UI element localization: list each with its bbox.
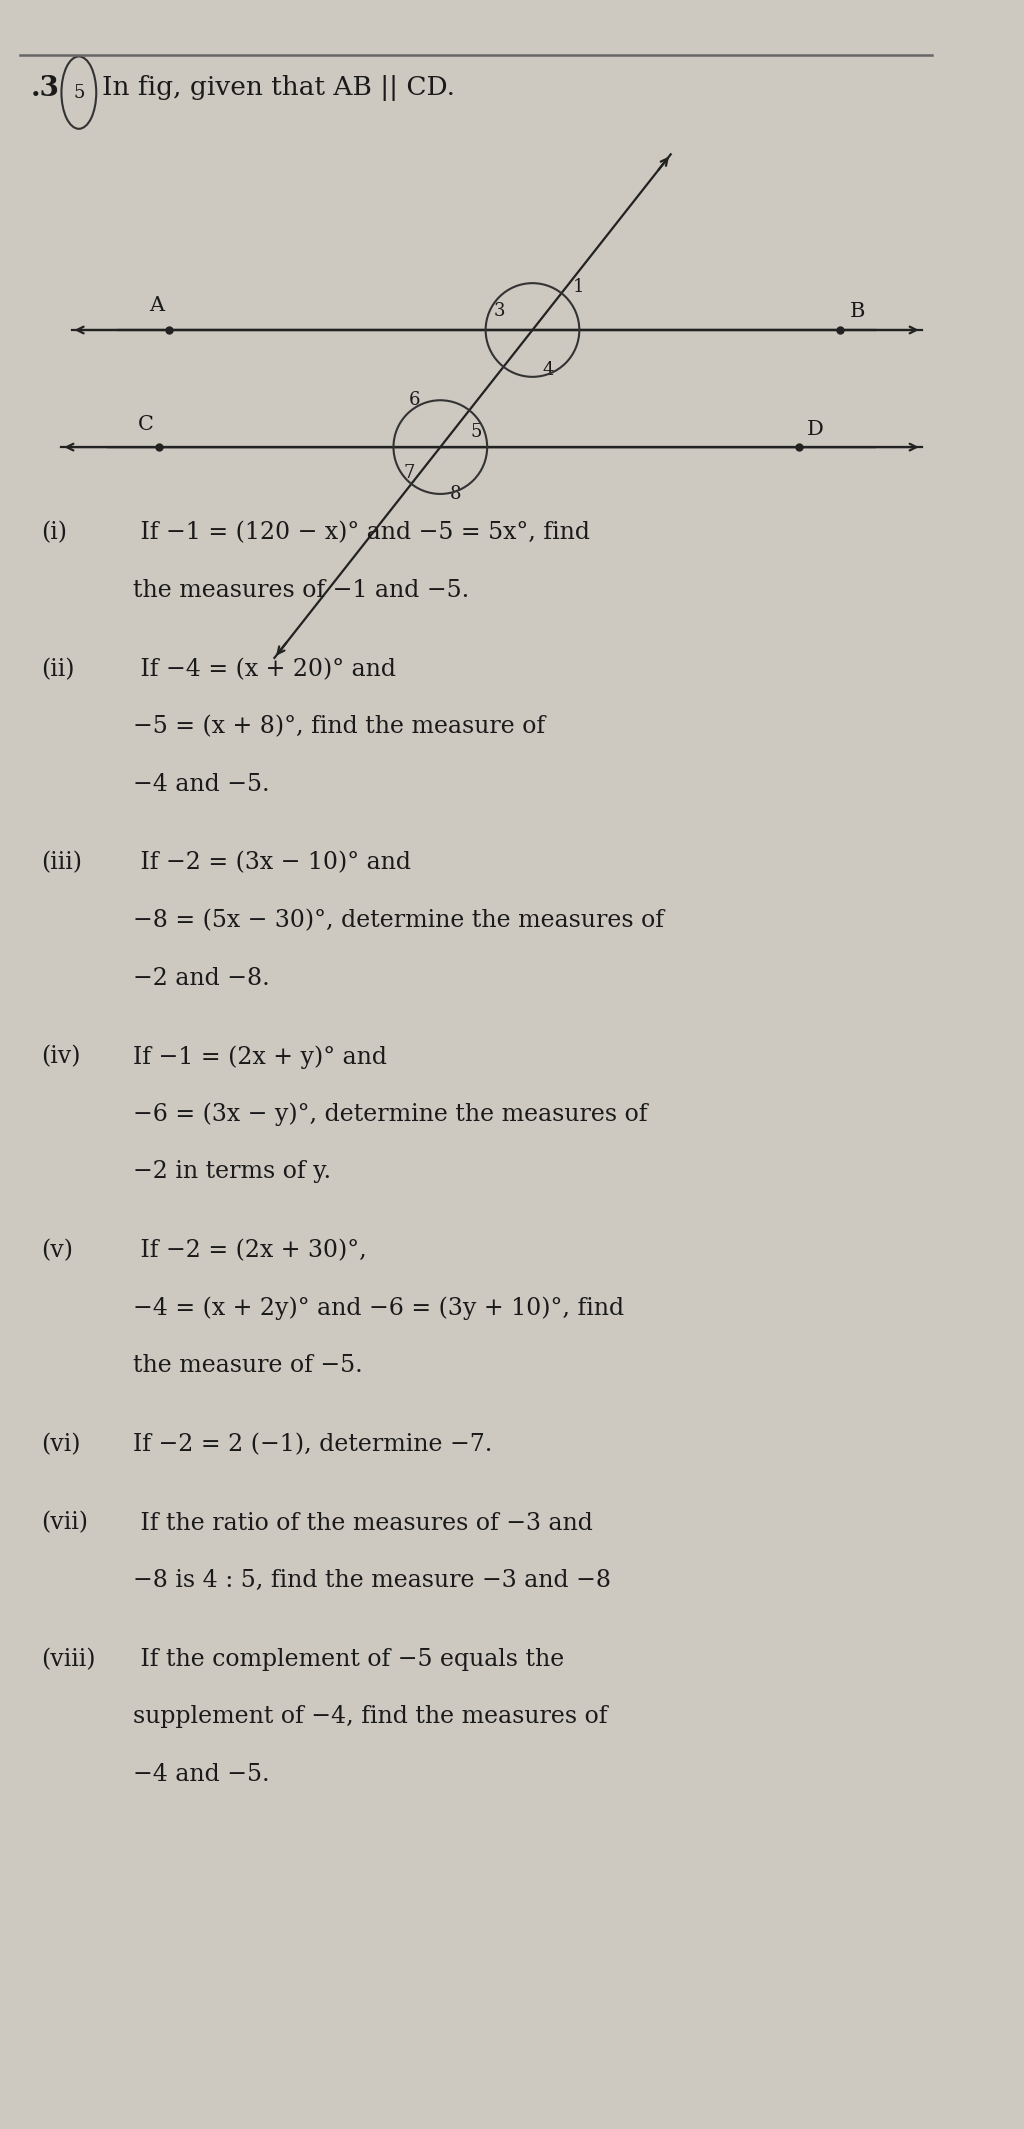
Text: (iv): (iv) (41, 1045, 81, 1069)
Text: (i): (i) (41, 522, 67, 545)
Text: −6 = (3x − y)°, determine the measures of: −6 = (3x − y)°, determine the measures o… (133, 1103, 647, 1126)
Text: If −1 = (120 − x)° and −5 = 5x°, find: If −1 = (120 − x)° and −5 = 5x°, find (133, 522, 590, 545)
Text: 7: 7 (403, 464, 416, 481)
Text: −8 is 4 : 5, find the measure −3 and −8: −8 is 4 : 5, find the measure −3 and −8 (133, 1569, 611, 1592)
Text: C: C (137, 415, 154, 434)
Text: (vi): (vi) (41, 1433, 81, 1456)
Text: If −2 = (3x − 10)° and: If −2 = (3x − 10)° and (133, 852, 411, 875)
Text: −2 in terms of y.: −2 in terms of y. (133, 1160, 331, 1184)
Text: If −2 = 2 (−1), determine −7.: If −2 = 2 (−1), determine −7. (133, 1433, 493, 1456)
Text: 6: 6 (409, 392, 421, 409)
Text: If −1 = (2x + y)° and: If −1 = (2x + y)° and (133, 1045, 387, 1069)
Text: If the ratio of the measures of −3 and: If the ratio of the measures of −3 and (133, 1512, 593, 1535)
Text: 1: 1 (572, 279, 585, 296)
Text: 3: 3 (494, 302, 506, 319)
Text: D: D (807, 419, 823, 439)
Text: If −2 = (2x + 30)°,: If −2 = (2x + 30)°, (133, 1239, 367, 1262)
Text: 8: 8 (450, 485, 462, 502)
Text: 5: 5 (73, 83, 85, 102)
Text: supplement of −4, find the measures of: supplement of −4, find the measures of (133, 1705, 607, 1729)
Text: .3: .3 (31, 75, 59, 102)
Text: −4 and −5.: −4 and −5. (133, 773, 269, 796)
Text: −2 and −8.: −2 and −8. (133, 967, 270, 990)
Text: −8 = (5x − 30)°, determine the measures of: −8 = (5x − 30)°, determine the measures … (133, 909, 665, 933)
Text: B: B (850, 302, 865, 321)
Text: (vii): (vii) (41, 1512, 88, 1535)
Text: −5 = (x + 8)°, find the measure of: −5 = (x + 8)°, find the measure of (133, 715, 545, 739)
Text: 5: 5 (470, 424, 482, 441)
Text: 4: 4 (542, 362, 554, 379)
Text: (viii): (viii) (41, 1648, 95, 1671)
Text: −4 and −5.: −4 and −5. (133, 1763, 269, 1786)
Text: (ii): (ii) (41, 658, 75, 681)
Text: In fig, given that AB || CD.: In fig, given that AB || CD. (102, 75, 456, 100)
Text: the measure of −5.: the measure of −5. (133, 1354, 362, 1377)
Text: the measures of −1 and −5.: the measures of −1 and −5. (133, 579, 469, 603)
Text: If the complement of −5 equals the: If the complement of −5 equals the (133, 1648, 564, 1671)
Text: (iii): (iii) (41, 852, 82, 875)
Text: −4 = (x + 2y)° and −6 = (3y + 10)°, find: −4 = (x + 2y)° and −6 = (3y + 10)°, find (133, 1297, 625, 1320)
Text: A: A (148, 296, 164, 315)
Text: (v): (v) (41, 1239, 73, 1262)
Text: If −4 = (x + 20)° and: If −4 = (x + 20)° and (133, 658, 396, 681)
